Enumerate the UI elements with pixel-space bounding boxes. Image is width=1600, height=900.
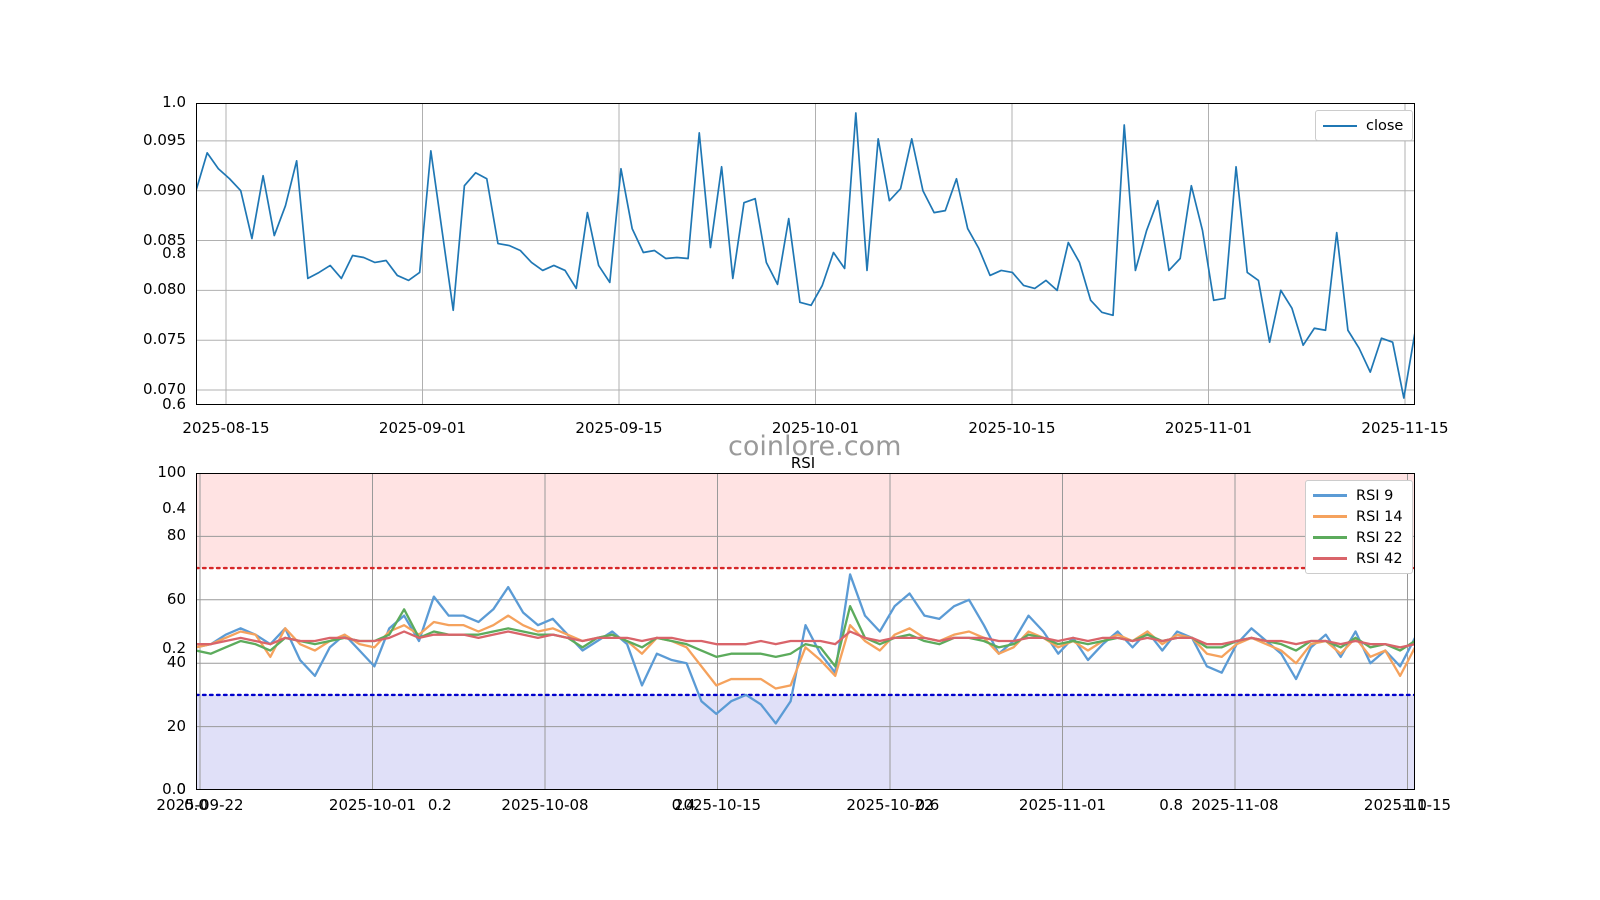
rsi-y-tick-40: 40: [166, 653, 186, 672]
rsi-plot-area: [196, 473, 1415, 790]
rsi-legend-item[interactable]: RSI 42: [1313, 549, 1403, 568]
rsi-y-tick-20: 20: [166, 716, 186, 735]
legend-color-swatch-icon: [1313, 515, 1347, 518]
legend-label: RSI 22: [1356, 529, 1403, 546]
rsi-x-tick-2025-11-01: 2025-11-01: [1018, 796, 1107, 814]
rsi-x-tick-2025-11-08: 2025-11-08: [1191, 796, 1279, 814]
rsi-chart-panel: [196, 473, 1415, 790]
price-y-tick-secondary-0.8: 0.8: [162, 244, 186, 262]
rsi-line-rsi-22: [196, 604, 1415, 668]
rsi-x-tick-2025-09-22: 2025-09-22: [156, 796, 244, 814]
price-plot-area: [196, 103, 1415, 405]
price-x-tick-2025-09-15: 2025-09-15: [575, 419, 663, 437]
rsi-y-tick-secondary-0.2: 0.2: [162, 638, 186, 657]
rsi-legend[interactable]: RSI 9 RSI 14 RSI 22 RSI 42: [1305, 480, 1413, 574]
legend-label: RSI 14: [1356, 508, 1403, 525]
price-y-tick-0.080: 0.080: [143, 280, 186, 299]
legend-label: close: [1366, 117, 1404, 134]
rsi-x-tick-secondary-0.8: 0.8: [1159, 796, 1184, 814]
rsi-x-tick-2025-10-22: 2025-10-22: [846, 796, 934, 814]
rsi-y-tick-secondary-0.0: 0.0: [162, 780, 186, 798]
price-y-tick-0.075: 0.075: [143, 330, 186, 349]
legend-label: RSI 9: [1356, 487, 1394, 504]
rsi-y-tick-secondary-0.4: 0.4: [162, 499, 186, 518]
price-x-tick-2025-11-01: 2025-11-01: [1164, 419, 1253, 437]
rsi-legend-item[interactable]: RSI 22: [1313, 528, 1403, 547]
rsi-x-tick-secondary-0.2: 0.2: [427, 796, 452, 814]
price-y-tick-secondary-1.0: 1.0: [162, 93, 186, 111]
legend-color-swatch-icon: [1313, 494, 1347, 497]
rsi-legend-item[interactable]: RSI 14: [1313, 507, 1403, 526]
rsi-x-tick-2025-10-15: 2025-10-15: [673, 796, 762, 814]
rsi-y-tick-0: 0: [176, 780, 186, 798]
legend-color-swatch-icon: [1313, 536, 1347, 539]
rsi-x-tick-2025-10-01: 2025-10-01: [328, 796, 417, 814]
rsi-y-tick-60: 60: [166, 589, 186, 608]
legend-label: RSI 42: [1356, 550, 1403, 567]
rsi-line-rsi-42: [196, 630, 1415, 649]
rsi-x-tick-2025-10-08: 2025-10-08: [501, 796, 589, 814]
legend-color-swatch-icon: [1313, 557, 1347, 560]
rsi-band: [196, 473, 1415, 569]
rsi-y-tick-80: 80: [166, 526, 186, 545]
price-y-tick-0.090: 0.090: [143, 180, 186, 199]
price-x-tick-2025-10-15: 2025-10-15: [968, 419, 1056, 437]
rsi-panel-title: RSI: [790, 454, 816, 472]
price-line-close: [196, 112, 1415, 399]
price-chart-panel: [196, 103, 1415, 405]
rsi-x-tick-2025-11-15: 2025-11-15: [1363, 796, 1452, 814]
price-legend[interactable]: close: [1315, 110, 1414, 141]
legend-color-swatch-icon: [1323, 124, 1357, 127]
price-y-tick-secondary-0.6: 0.6: [162, 395, 186, 413]
price-x-tick-2025-09-01: 2025-09-01: [378, 419, 467, 437]
price-x-tick-2025-10-01: 2025-10-01: [771, 419, 860, 437]
rsi-x-tick-secondary-0.0: 0.0: [184, 796, 208, 814]
rsi-line-rsi-14: [196, 614, 1415, 690]
rsi-legend-item[interactable]: RSI 9: [1313, 486, 1403, 505]
rsi-x-tick-secondary-1.0: 1.0: [1403, 796, 1427, 814]
rsi-x-tick-secondary-0.4: 0.4: [671, 796, 696, 814]
rsi-y-tick-100: 100: [157, 463, 186, 481]
rsi-x-tick-secondary-0.6: 0.6: [915, 796, 940, 814]
watermark: coinlore.com: [728, 431, 902, 462]
rsi-band: [196, 694, 1415, 790]
price-legend-item[interactable]: close: [1323, 116, 1403, 135]
price-x-tick-2025-08-15: 2025-08-15: [182, 419, 270, 437]
price-y-tick-0.085: 0.085: [143, 230, 186, 249]
price-x-tick-2025-11-15: 2025-11-15: [1361, 419, 1449, 437]
price-y-tick-0.070: 0.070: [143, 380, 186, 399]
price-y-tick-0.095: 0.095: [143, 130, 186, 149]
